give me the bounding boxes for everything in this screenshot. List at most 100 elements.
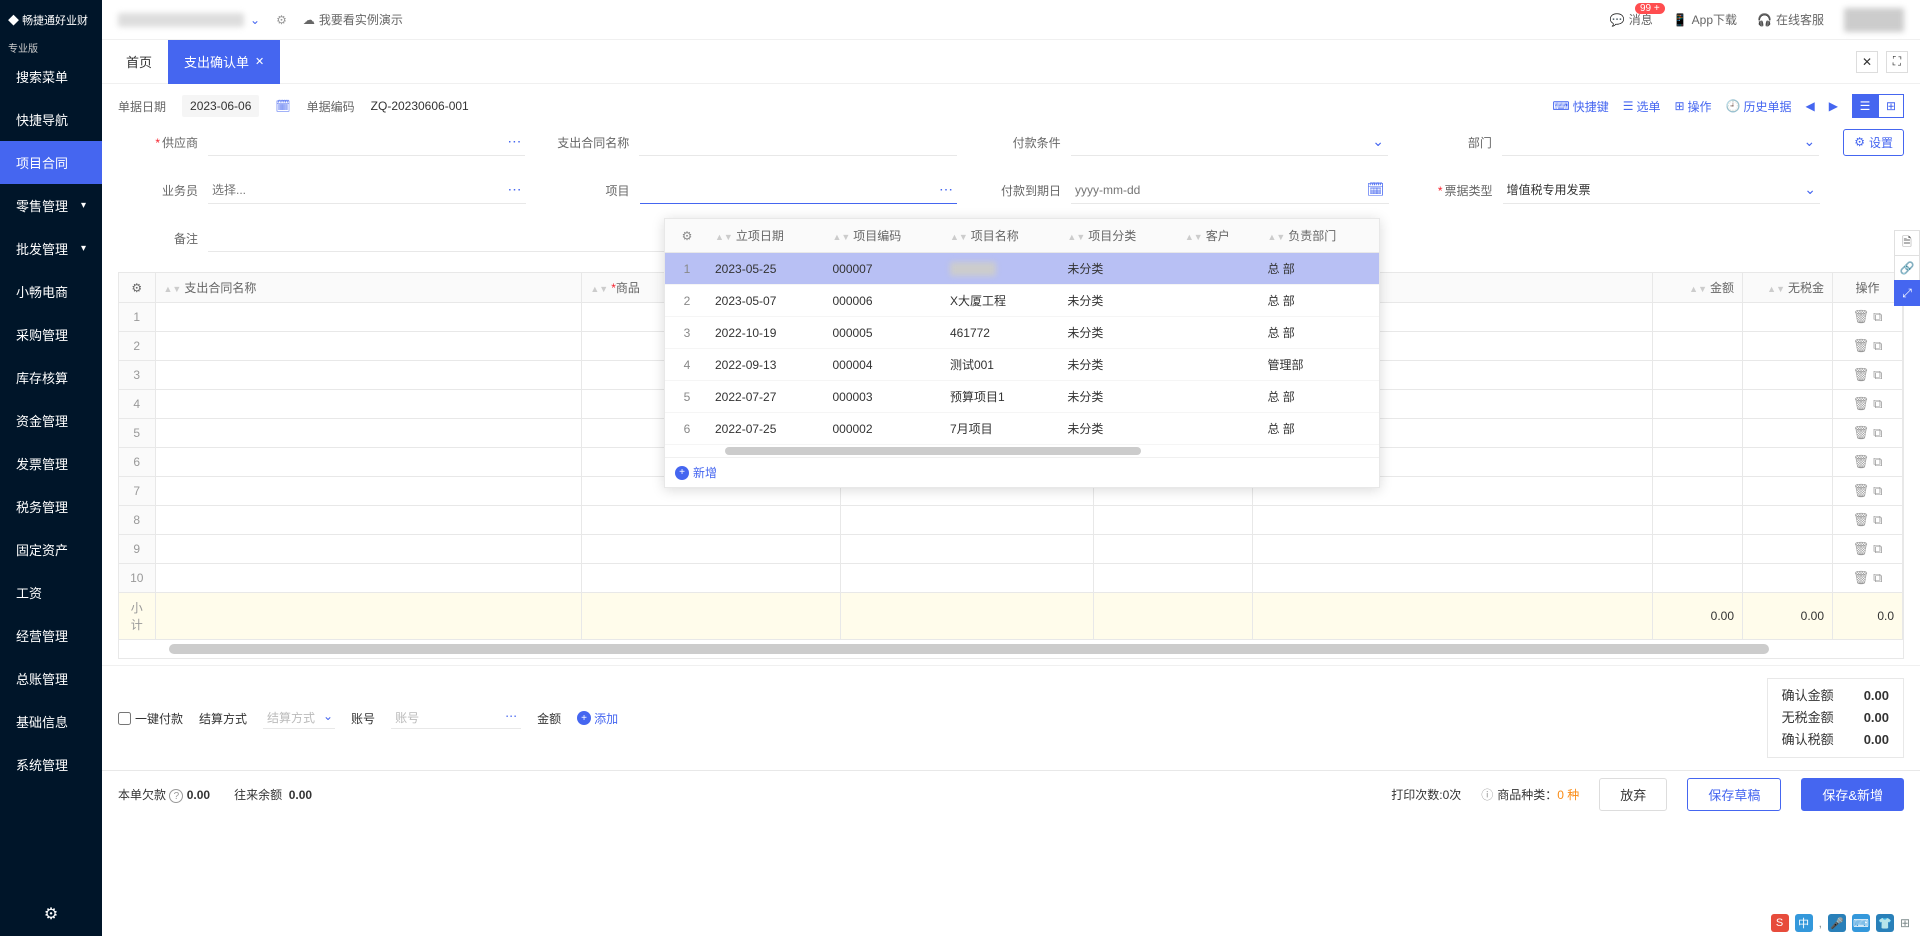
dropdown-row[interactable]: 12023-05-25000007x未分类总 部 <box>665 253 1379 285</box>
settings-button[interactable]: ⚙ 设置 <box>1843 129 1904 156</box>
make-action[interactable]: ☰ 选单 <box>1623 98 1661 115</box>
dd-col-category[interactable]: 项目分类 <box>1088 229 1136 243</box>
delete-icon[interactable]: 🗑 <box>1853 541 1870 556</box>
shortcut-action[interactable]: ⌨ 快捷键 <box>1552 98 1608 115</box>
ime-kbd-icon[interactable]: ⌨ <box>1852 914 1870 932</box>
sidebar-item[interactable]: 发票管理 <box>0 442 102 485</box>
delete-icon[interactable]: 🗑 <box>1853 512 1870 527</box>
side-tab-note-icon[interactable]: 🗎 <box>1894 230 1920 256</box>
history-action[interactable]: 🕘 历史单据 <box>1726 98 1792 115</box>
calendar-icon[interactable]: 🗓 <box>275 99 290 113</box>
delete-icon[interactable]: 🗑 <box>1853 396 1870 411</box>
view-list-button[interactable]: ☰ <box>1852 94 1878 118</box>
help-icon[interactable]: ⓘ <box>1481 788 1493 802</box>
copy-icon[interactable]: ⧉ <box>1873 396 1882 411</box>
sidebar-item[interactable]: 税务管理 <box>0 485 102 528</box>
col-notax[interactable]: 无税金 <box>1788 281 1824 295</box>
chevron-down-icon[interactable]: ⌄ <box>1372 133 1384 150</box>
view-grid-button[interactable]: ⊞ <box>1878 94 1904 118</box>
ime-mic-icon[interactable]: 🎤 <box>1828 914 1846 932</box>
table-row[interactable]: 8🗑⧉ <box>119 506 1903 535</box>
delete-icon[interactable]: 🗑 <box>1853 570 1870 585</box>
chevron-down-icon[interactable]: ⌄ <box>1804 133 1816 150</box>
dd-gear-icon[interactable]: ⚙ <box>665 219 709 253</box>
copy-icon[interactable]: ⧉ <box>1873 338 1882 353</box>
col-amount[interactable]: 金额 <box>1710 281 1734 295</box>
due-date-input[interactable]: 🗓 <box>1071 176 1389 204</box>
contract-name-input[interactable] <box>639 128 956 156</box>
more-icon[interactable]: ⋯ <box>939 181 953 198</box>
copy-icon[interactable]: ⧉ <box>1873 367 1882 382</box>
delete-icon[interactable]: 🗑 <box>1853 338 1870 353</box>
table-scrollbar[interactable] <box>119 640 1903 658</box>
ime-grid-icon[interactable]: ⊞ <box>1900 916 1910 930</box>
prev-icon[interactable]: ◀ <box>1806 99 1815 113</box>
chevron-down-icon[interactable]: ⌄ <box>1804 181 1816 198</box>
help-icon[interactable]: ? <box>169 789 183 803</box>
sidebar-item[interactable]: 快捷导航 <box>0 98 102 141</box>
sidebar-item[interactable]: 基础信息 <box>0 700 102 743</box>
doc-date-value[interactable]: 2023-06-06 <box>182 95 259 117</box>
delete-icon[interactable]: 🗑 <box>1853 309 1870 324</box>
one-click-pay-checkbox[interactable]: 一键付款 <box>118 710 183 727</box>
side-tab-expand-icon[interactable]: ⤢ <box>1894 280 1920 306</box>
avatar[interactable] <box>1844 8 1904 32</box>
copy-icon[interactable]: ⧉ <box>1873 425 1882 440</box>
ime-lang-icon[interactable]: 中 <box>1795 914 1813 932</box>
expand-tab-icon[interactable]: ⛶ <box>1886 51 1908 73</box>
sidebar-item[interactable]: 资金管理 <box>0 399 102 442</box>
sidebar-item[interactable]: 固定资产 <box>0 528 102 571</box>
sidebar-item[interactable]: 小畅电商 <box>0 270 102 313</box>
copy-icon[interactable]: ⧉ <box>1873 541 1882 556</box>
dropdown-scrollbar[interactable] <box>665 445 1379 457</box>
more-icon[interactable]: ⋯ <box>507 133 521 150</box>
dd-col-code[interactable]: 项目编码 <box>853 229 901 243</box>
salesman-input[interactable]: ⋯ <box>208 176 526 204</box>
side-tab-link-icon[interactable]: 🔗 <box>1894 255 1920 281</box>
delete-icon[interactable]: 🗑 <box>1853 454 1870 469</box>
sidebar-item[interactable]: 系统管理 <box>0 743 102 786</box>
dd-col-customer[interactable]: 客户 <box>1206 229 1230 243</box>
delete-icon[interactable]: 🗑 <box>1853 483 1870 498</box>
copy-icon[interactable]: ⧉ <box>1873 570 1882 585</box>
invoice-type-input[interactable]: 增值税专用发票⌄ <box>1503 176 1821 204</box>
abandon-button[interactable]: 放弃 <box>1599 778 1667 811</box>
calendar-icon[interactable]: 🗓 <box>1367 181 1385 198</box>
supplier-input[interactable]: ⋯ <box>208 128 525 156</box>
topbar-gear-icon[interactable]: ⚙ <box>276 13 287 27</box>
messages-action[interactable]: 💬 消息 99 + <box>1610 11 1653 28</box>
sidebar-item[interactable]: 工资 <box>0 571 102 614</box>
operate-action[interactable]: ⊞ 操作 <box>1674 98 1711 115</box>
dd-col-date[interactable]: 立项日期 <box>736 229 784 243</box>
online-service-action[interactable]: 🎧 在线客服 <box>1757 11 1824 28</box>
project-input[interactable]: ⋯ <box>640 176 958 204</box>
copy-icon[interactable]: ⧉ <box>1873 512 1882 527</box>
dropdown-row[interactable]: 42022-09-13000004测试001未分类管理部 <box>665 349 1379 381</box>
table-row[interactable]: 10🗑⧉ <box>119 564 1903 593</box>
demo-link[interactable]: ☁ 我要看实例演示 <box>303 11 403 28</box>
sidebar-settings-icon[interactable]: ⚙ <box>44 904 58 924</box>
company-selector[interactable]: x ⌄ <box>118 13 260 27</box>
col-contract[interactable]: 支出合同名称 <box>184 281 256 295</box>
dd-col-dept[interactable]: 负责部门 <box>1288 229 1336 243</box>
app-download-action[interactable]: 📱 App下载 <box>1673 11 1737 28</box>
sidebar-item[interactable]: 采购管理 <box>0 313 102 356</box>
sidebar-item[interactable]: 搜索菜单 <box>0 55 102 98</box>
copy-icon[interactable]: ⧉ <box>1873 454 1882 469</box>
delete-icon[interactable]: 🗑 <box>1853 367 1870 382</box>
ime-punct-icon[interactable]: , <box>1819 916 1822 930</box>
delete-icon[interactable]: 🗑 <box>1853 425 1870 440</box>
account-input[interactable]: 账号 ⋯ <box>391 707 521 729</box>
settle-type-select[interactable]: 结算方式⌄ <box>263 707 335 729</box>
sidebar-item[interactable]: 项目合同 <box>0 141 102 184</box>
sidebar-item[interactable]: 库存核算 <box>0 356 102 399</box>
more-icon[interactable]: ⋯ <box>508 181 522 198</box>
sidebar-item[interactable]: 经营管理 <box>0 614 102 657</box>
dd-col-name[interactable]: 项目名称 <box>971 229 1019 243</box>
close-icon[interactable]: ✕ <box>255 55 264 68</box>
dropdown-row[interactable]: 52022-07-27000003预算项目1未分类总 部 <box>665 381 1379 413</box>
save-draft-button[interactable]: 保存草稿 <box>1687 778 1781 811</box>
dropdown-add-link[interactable]: +新增 <box>675 464 1369 481</box>
copy-icon[interactable]: ⧉ <box>1873 483 1882 498</box>
dropdown-row[interactable]: 32022-10-19000005461772未分类总 部 <box>665 317 1379 349</box>
